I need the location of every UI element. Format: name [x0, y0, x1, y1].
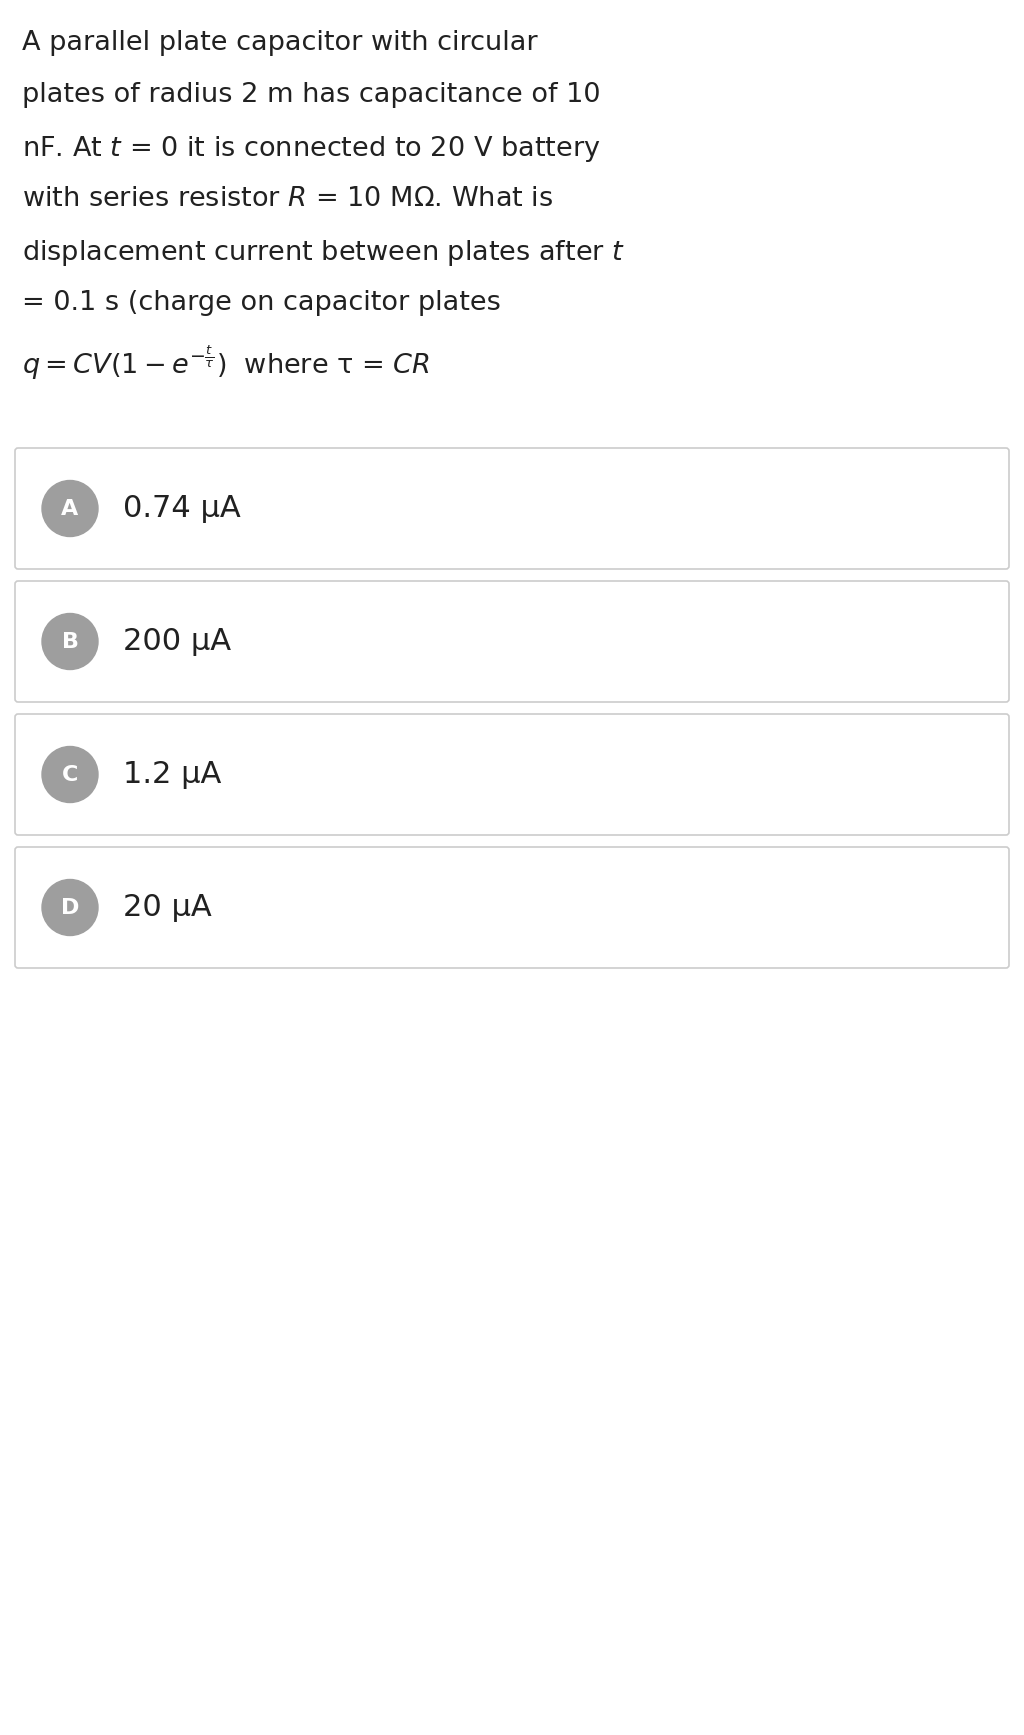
Text: displacement current between plates after $t$: displacement current between plates afte… [22, 238, 625, 267]
FancyBboxPatch shape [15, 847, 1009, 968]
Text: = 0.1 s (charge on capacitor plates: = 0.1 s (charge on capacitor plates [22, 290, 501, 316]
Text: A parallel plate capacitor with circular: A parallel plate capacitor with circular [22, 29, 538, 56]
Text: C: C [61, 765, 78, 784]
Text: 200 μA: 200 μA [123, 626, 231, 656]
FancyBboxPatch shape [15, 448, 1009, 569]
Text: with series resistor $R$ = 10 MΩ. What is: with series resistor $R$ = 10 MΩ. What i… [22, 186, 553, 212]
Text: plates of radius 2 m has capacitance of 10: plates of radius 2 m has capacitance of … [22, 82, 600, 108]
Text: D: D [60, 897, 79, 918]
Text: nF. At $t$ = 0 it is connected to 20 V battery: nF. At $t$ = 0 it is connected to 20 V b… [22, 134, 600, 165]
FancyBboxPatch shape [15, 715, 1009, 835]
Text: B: B [61, 632, 79, 652]
Text: 20 μA: 20 μA [123, 894, 212, 921]
Text: 1.2 μA: 1.2 μA [123, 760, 221, 789]
Text: A: A [61, 498, 79, 519]
Text: 0.74 μA: 0.74 μA [123, 494, 241, 522]
FancyBboxPatch shape [15, 581, 1009, 703]
Text: $q = CV(1- e^{-\frac{t}{\tau}})$  where τ = $CR$: $q = CV(1- e^{-\frac{t}{\tau}})$ where τ… [22, 344, 430, 382]
Circle shape [42, 481, 98, 536]
Circle shape [42, 880, 98, 935]
Circle shape [42, 614, 98, 670]
Circle shape [42, 746, 98, 803]
